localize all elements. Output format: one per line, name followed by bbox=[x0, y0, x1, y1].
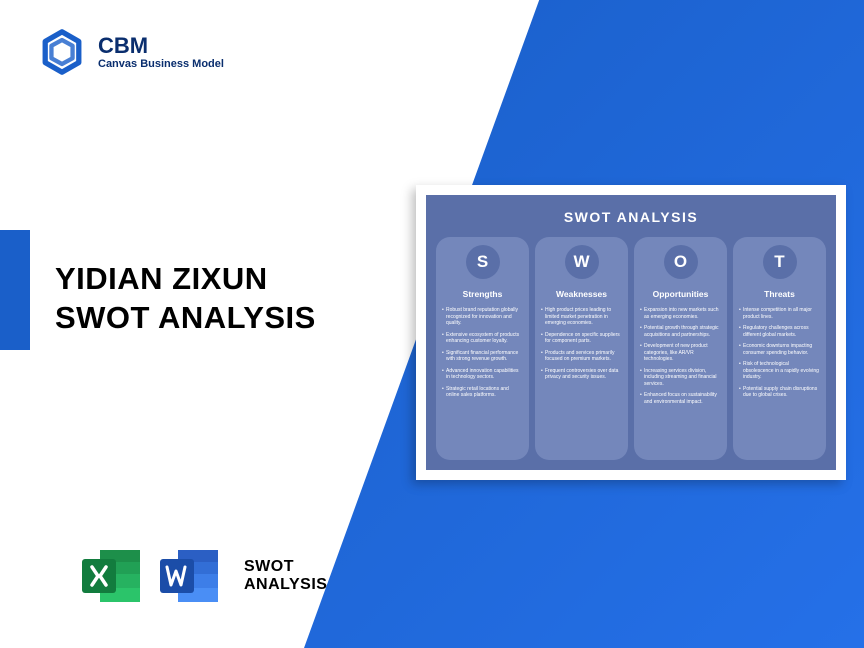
swot-item: Increasing services division, including … bbox=[640, 368, 721, 388]
swot-letter-badge: T bbox=[763, 245, 797, 279]
swot-item: Extensive ecosystem of products enhancin… bbox=[442, 332, 523, 345]
format-label-line-1: SWOT bbox=[244, 558, 327, 576]
swot-item: Strategic retail locations and online sa… bbox=[442, 386, 523, 399]
swot-letter-badge: W bbox=[565, 245, 599, 279]
swot-item: Development of new product categories, l… bbox=[640, 343, 721, 363]
title-line-1: YIDIAN ZIXUN bbox=[55, 260, 316, 299]
swot-item-list: High product prices leading to limited m… bbox=[541, 307, 622, 386]
swot-column: S Strengths Robust brand reputation global… bbox=[436, 237, 529, 460]
swot-item-list: Expansion into new markets such as emerg… bbox=[640, 307, 721, 410]
swot-item: Potential supply chain disruptions due t… bbox=[739, 386, 820, 399]
swot-item: Economic downturns impacting consumer sp… bbox=[739, 343, 820, 356]
brand-logo-area: CBM Canvas Business Model bbox=[38, 28, 224, 76]
swot-column: O Opportunities Expansion into new markets… bbox=[634, 237, 727, 460]
swot-column-heading: Threats bbox=[764, 289, 795, 299]
swot-column: T Threats Intense competition in all major… bbox=[733, 237, 826, 460]
swot-item: Advanced innovation capabilities in tech… bbox=[442, 368, 523, 381]
swot-preview-card: SWOT ANALYSIS S Strengths Robust brand rep… bbox=[416, 185, 846, 480]
swot-item-list: Robust brand reputation globally recogni… bbox=[442, 307, 523, 404]
left-accent-block bbox=[0, 230, 30, 350]
page-title: YIDIAN ZIXUN SWOT ANALYSIS bbox=[55, 260, 316, 338]
swot-letter-badge: O bbox=[664, 245, 698, 279]
word-icon bbox=[158, 544, 222, 608]
format-label: SWOT ANALYSIS bbox=[244, 558, 327, 595]
swot-item: Significant financial performance with s… bbox=[442, 350, 523, 363]
swot-item: Enhanced focus on sustainability and env… bbox=[640, 392, 721, 405]
swot-item: Frequent controversies over data privacy… bbox=[541, 368, 622, 381]
swot-columns: S Strengths Robust brand reputation global… bbox=[436, 237, 826, 460]
swot-item: Intense competition in all major product… bbox=[739, 307, 820, 320]
format-label-line-2: ANALYSIS bbox=[244, 576, 327, 594]
swot-column-heading: Strengths bbox=[463, 289, 503, 299]
swot-column-heading: Weaknesses bbox=[556, 289, 607, 299]
swot-item: Expansion into new markets such as emerg… bbox=[640, 307, 721, 320]
brand-title: CBM bbox=[98, 34, 224, 58]
swot-item: Robust brand reputation globally recogni… bbox=[442, 307, 523, 327]
cbm-logo-icon bbox=[38, 28, 86, 76]
swot-item: Products and services primarily focused … bbox=[541, 350, 622, 363]
swot-column: W Weaknesses High product prices leading t… bbox=[535, 237, 628, 460]
swot-item: Risk of technological obsolescence in a … bbox=[739, 361, 820, 381]
brand-subtitle: Canvas Business Model bbox=[98, 58, 224, 70]
swot-column-heading: Opportunities bbox=[653, 289, 709, 299]
swot-letter-badge: S bbox=[466, 245, 500, 279]
swot-item-list: Intense competition in all major product… bbox=[739, 307, 820, 404]
excel-icon bbox=[80, 544, 144, 608]
swot-item: Potential growth through strategic acqui… bbox=[640, 325, 721, 338]
swot-item: Regulatory challenges across different g… bbox=[739, 325, 820, 338]
title-line-2: SWOT ANALYSIS bbox=[55, 299, 316, 338]
swot-item: Dependence on specific suppliers for com… bbox=[541, 332, 622, 345]
swot-panel: SWOT ANALYSIS S Strengths Robust brand rep… bbox=[426, 195, 836, 470]
download-formats-area: SWOT ANALYSIS bbox=[80, 544, 327, 608]
swot-card-title: SWOT ANALYSIS bbox=[436, 209, 826, 225]
swot-item: High product prices leading to limited m… bbox=[541, 307, 622, 327]
